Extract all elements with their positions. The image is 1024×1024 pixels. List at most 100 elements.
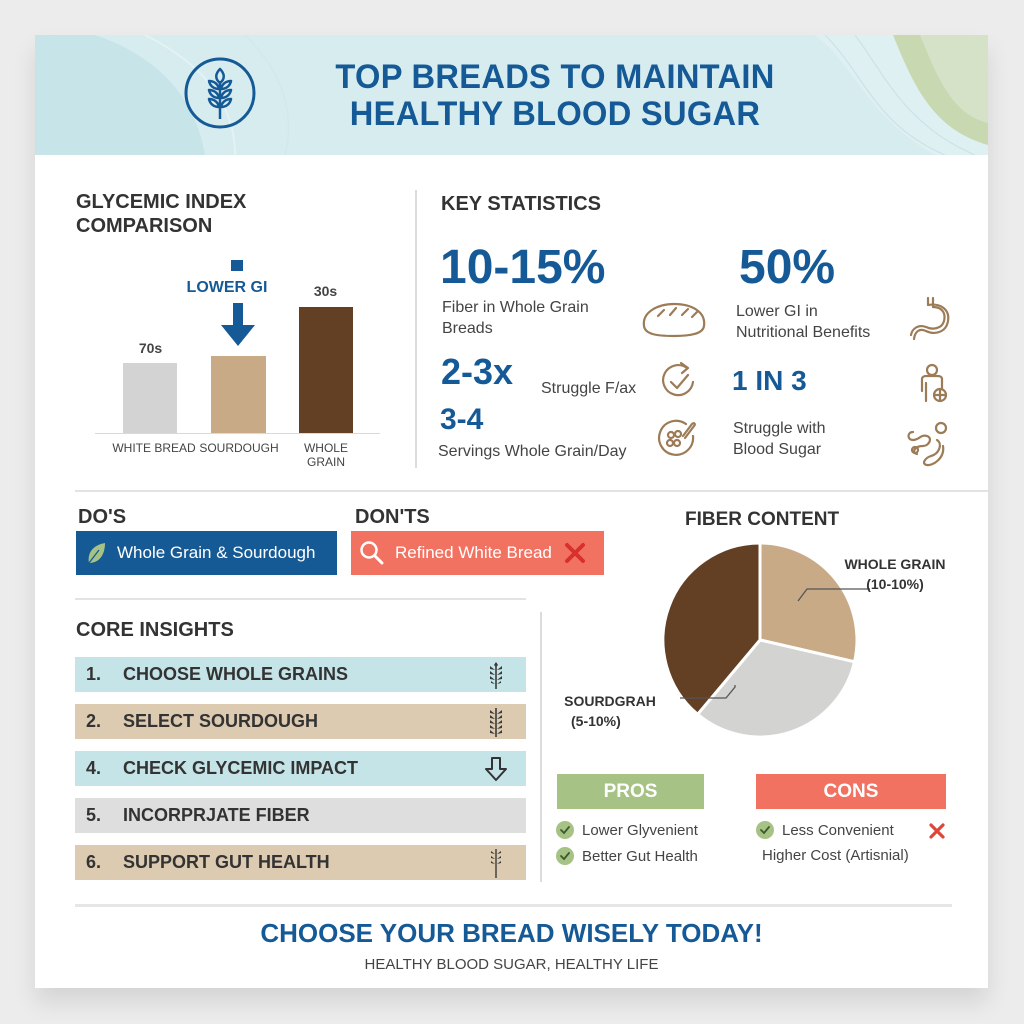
pie-label-line: (10-10%) <box>866 576 924 592</box>
stat-label-line: Lower GI in <box>736 303 818 320</box>
insight-row: 4. CHECK GLYCEMIC IMPACT <box>75 751 526 786</box>
horizontal-divider <box>75 490 988 492</box>
cons-header: CONS <box>756 774 946 809</box>
lower-gi-marker <box>231 260 243 271</box>
stat-label-line: Nutritional Benefits <box>736 324 871 341</box>
pie-callout-lines <box>680 588 870 699</box>
stat-value-1-in-3: 1 IN 3 <box>732 365 807 396</box>
pros-header: PROS <box>557 774 704 809</box>
insight-row: 1. CHOOSE WHOLE GRAINS <box>75 657 526 692</box>
search-icon <box>360 541 384 565</box>
header-wave-decoration <box>95 35 988 155</box>
leaf-icon <box>88 543 105 564</box>
bar-sourdough <box>211 356 266 433</box>
stat-value-lower-gi: 50% <box>739 241 836 294</box>
infographic-card: TOP BREADS TO MAINTAIN HEALTHY BLOOD SUG… <box>35 35 988 988</box>
stat-label-blood-sugar: Struggle with Blood Sugar <box>733 418 826 460</box>
wheat-icon <box>466 848 526 878</box>
stat-label-fiber: Fiber in Whole Grain Breads <box>442 297 589 339</box>
dont-item-pill: Refined White Bread <box>351 531 604 575</box>
arrow-down-outline-icon <box>466 756 526 782</box>
do-item-text: Whole Grain & Sourdough <box>117 543 316 562</box>
pie-slice-whole-grain <box>758 541 859 664</box>
pie-label-line: SOURDGRAH <box>564 693 656 709</box>
pie-label-line: WHOLE GRAIN <box>844 556 946 572</box>
dont-item-text: Refined White Bread <box>395 543 552 562</box>
con-item: Less Convenient <box>756 821 894 839</box>
pie-label-line: (5-10%) <box>571 713 621 729</box>
bar-whole-grain <box>299 307 353 433</box>
insight-text: SUPPORT GUT HEALTH <box>123 852 330 872</box>
stat-value-3-4: 3-4 <box>440 403 484 436</box>
stat-label-struggle-fax: Struggle F/ax <box>541 380 637 397</box>
wheat-logo-icon <box>184 57 256 129</box>
title-line-1: TOP BREADS TO MAINTAIN <box>335 58 775 96</box>
stat-value-2-3x: 2-3x <box>441 351 514 392</box>
vertical-divider <box>540 612 542 882</box>
stat-label-servings: Servings Whole Grain/Day <box>438 443 627 460</box>
bar-value-whole-grain: 30s <box>313 283 338 299</box>
stat-label-lower-gi: Lower GI in Nutritional Benefits <box>736 301 870 343</box>
lower-gi-annotation: LOWER GI <box>186 279 268 296</box>
bar-value-white: 70s <box>138 340 163 356</box>
bread-loaf-icon <box>642 302 706 338</box>
footer-divider <box>75 904 952 907</box>
do-item-pill: Whole Grain & Sourdough <box>76 531 337 575</box>
bar-white-bread <box>123 363 177 433</box>
check-circle-icon <box>756 821 774 839</box>
pro-item-text: Better Gut Health <box>582 847 698 865</box>
pie-slice-other <box>661 541 762 717</box>
insight-number: 5. <box>86 805 102 825</box>
wheat-icon <box>466 661 526 689</box>
header-banner: TOP BREADS TO MAINTAIN HEALTHY BLOOD SUG… <box>35 35 988 155</box>
fiber-pie-chart <box>661 541 859 739</box>
stat-value-fiber: 10-15% <box>440 241 606 294</box>
con-item-text: Higher Cost (Artisnial) <box>762 847 909 864</box>
gi-title-line-1: GLYCEMIC INDEX <box>76 191 247 213</box>
insight-number: 4. <box>86 758 102 778</box>
bar-label-white: WHITE BREAD <box>112 441 196 455</box>
check-circle-icon <box>556 847 574 865</box>
horizontal-divider <box>75 598 526 600</box>
refresh-check-icon <box>662 361 695 397</box>
pro-item: Better Gut Health <box>556 847 698 865</box>
bar-label-sourdough: SOURDOUGH <box>199 441 279 455</box>
stat-label-line: Breads <box>442 320 493 337</box>
pro-item: Lower Glyvenient <box>556 821 698 839</box>
close-x-icon <box>929 823 945 839</box>
fiber-content-title: FIBER CONTENT <box>685 509 840 530</box>
gi-title-line-2: COMPARISON <box>76 215 213 237</box>
gut-icon <box>907 421 948 467</box>
insight-row: 2. SELECT SOURDOUGH <box>75 704 526 739</box>
insight-number: 2. <box>86 711 102 731</box>
chart-baseline <box>95 433 380 434</box>
pie-slice-sourdough <box>695 638 857 739</box>
pro-item-text: Lower Glyvenient <box>582 821 698 839</box>
check-circle-icon <box>556 821 574 839</box>
pie-label-sourdough: SOURDGRAH (5-10%) <box>555 691 665 731</box>
insight-text: INCORPRJATE FIBER <box>123 805 310 825</box>
insight-number: 1. <box>86 664 102 684</box>
insight-text: CHOOSE WHOLE GRAINS <box>123 664 349 684</box>
core-insights-title: CORE INSIGHTS <box>76 619 234 641</box>
gi-section-title: GLYCEMIC INDEX COMPARISON <box>76 190 306 238</box>
arrow-down-icon <box>221 303 255 346</box>
insight-number: 6. <box>86 852 102 872</box>
footer-subtitle: HEALTHY BLOOD SUGAR, HEALTHY LIFE <box>364 956 659 973</box>
insight-row: 6. SUPPORT GUT HEALTH <box>75 845 526 880</box>
insight-text: CHECK GLYCEMIC IMPACT <box>123 758 359 778</box>
stat-label-line: Fiber in Whole Grain <box>442 299 589 316</box>
person-plate-icon <box>920 363 948 403</box>
title-line-2: HEALTHY BLOOD SUGAR <box>349 95 761 133</box>
plate-grains-icon <box>658 419 696 456</box>
stomach-icon <box>910 296 950 341</box>
wheat-icon <box>466 707 526 737</box>
dos-title: DO'S <box>78 506 127 528</box>
insight-row: 5. INCORPRJATE FIBER <box>75 798 526 833</box>
vertical-divider <box>415 190 417 468</box>
bar-label-whole-grain: WHOLE GRAIN <box>303 441 348 469</box>
footer-title: CHOOSE YOUR BREAD WISELY TODAY! <box>260 918 763 948</box>
stat-label-line: Struggle with <box>733 420 826 437</box>
stat-label-line: Blood Sugar <box>733 441 822 458</box>
con-item-text: Less Convenient <box>782 821 894 839</box>
